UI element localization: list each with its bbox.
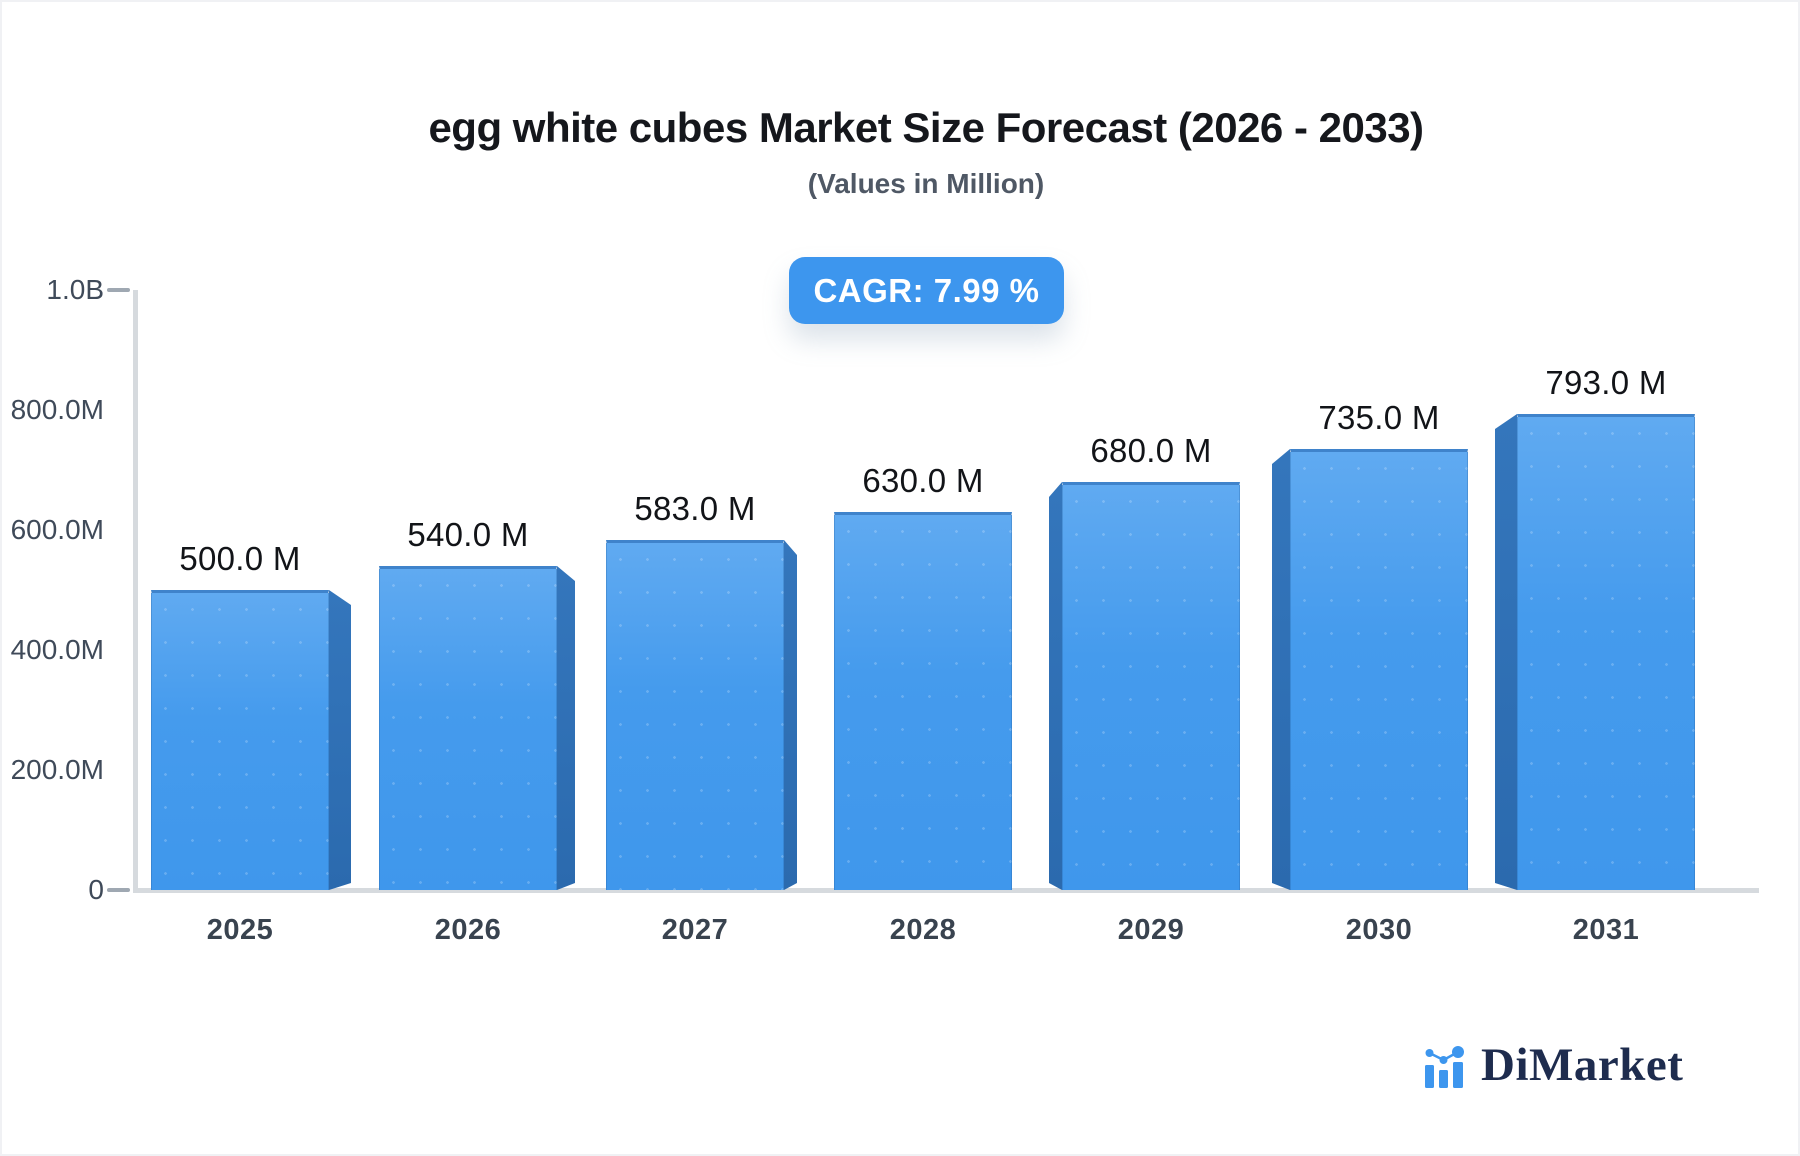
bar-side-2026: [557, 566, 575, 890]
x-axis-line: [133, 888, 1759, 893]
bar-side-2030: [1272, 449, 1290, 890]
bar-side-2027: [784, 540, 797, 890]
y-tick-label-0: 0: [88, 874, 104, 905]
bar-side-2025: [329, 590, 351, 890]
bar-chart-logo-icon: [1425, 1046, 1464, 1088]
bar-side-2029: [1049, 482, 1062, 890]
x-tick-label-2027: 2027: [661, 914, 729, 946]
bar-value-label-2027: 583.0 M: [634, 490, 756, 527]
x-tick-label-2025: 2025: [206, 914, 274, 946]
bar-2030: [1290, 449, 1468, 890]
bar-2028: [834, 512, 1012, 890]
bar-2026: [379, 566, 557, 890]
y-axis-line: [133, 290, 138, 890]
y-tick-label-1.0B: 1.0B: [46, 274, 104, 305]
y-tick-label-400.0M: 400.0M: [10, 634, 104, 665]
bar-value-label-2031: 793.0 M: [1545, 364, 1667, 401]
bar-value-label-2029: 680.0 M: [1090, 432, 1212, 469]
bar-value-label-2025: 500.0 M: [179, 540, 301, 577]
brand-name: DiMarket: [1481, 1039, 1684, 1091]
bar-2025: [151, 590, 329, 890]
bar-value-label-2026: 540.0 M: [407, 516, 529, 553]
y-tick-label-200.0M: 200.0M: [10, 754, 104, 785]
cagr-badge: CAGR: 7.99 %: [789, 257, 1064, 324]
bar-2029: [1062, 482, 1240, 890]
x-tick-label-2030: 2030: [1345, 914, 1413, 946]
x-tick-label-2031: 2031: [1572, 914, 1640, 946]
bar-2027: [606, 540, 784, 890]
bar-value-label-2028: 630.0 M: [862, 462, 984, 499]
y-tick-label-800.0M: 800.0M: [10, 394, 104, 425]
x-tick-label-2028: 2028: [889, 914, 957, 946]
bar-value-label-2030: 735.0 M: [1318, 399, 1440, 436]
chart-title: egg white cubes Market Size Forecast (20…: [428, 104, 1424, 151]
y-tick-label-600.0M: 600.0M: [10, 514, 104, 545]
brand-logo: DiMarket: [1422, 1040, 1683, 1090]
bar-side-2031: [1495, 414, 1517, 890]
bar-2031: [1517, 414, 1695, 890]
chart-subtitle: (Values in Million): [807, 168, 1045, 199]
y-tick-dash-1.0B: [107, 288, 130, 292]
y-tick-dash-0: [107, 888, 130, 892]
x-tick-label-2029: 2029: [1117, 914, 1185, 946]
x-tick-label-2026: 2026: [434, 914, 502, 946]
